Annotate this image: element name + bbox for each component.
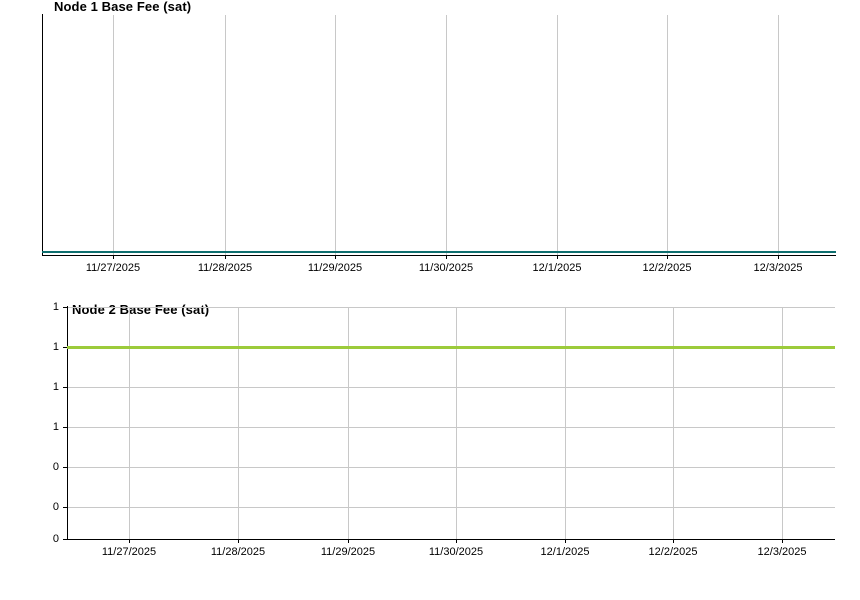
chart-1-title: Node 1 Base Fee (sat)	[54, 0, 192, 14]
chart-2-y-tick-label: 0	[52, 501, 59, 513]
chart-1-x-tick	[778, 255, 779, 259]
chart-2-x-tick	[129, 539, 130, 543]
chart-2-y-tick	[63, 539, 67, 540]
chart-1-gridline-vertical	[335, 15, 336, 255]
chart-2-y-tick-label: 0	[52, 461, 59, 473]
chart-2-gridline-vertical	[456, 307, 457, 539]
chart-2-y-tick-label: 1	[52, 421, 59, 433]
chart-1-x-tick-label: 11/27/2025	[85, 262, 141, 274]
chart-2-gridline-horizontal	[67, 467, 835, 468]
chart-2-x-tick-label: 12/1/2025	[540, 546, 590, 558]
chart-2-y-tick-label: 0	[52, 533, 59, 545]
chart-2-y-axis	[67, 306, 68, 540]
chart-1-plot-area	[42, 15, 836, 255]
chart-2-x-tick	[238, 539, 239, 543]
chart-1-x-tick-label: 11/30/2025	[418, 262, 474, 274]
chart-2-y-tick-label: 1	[52, 341, 59, 353]
chart-2-y-tick	[63, 307, 67, 308]
chart-2-gridline-vertical	[238, 307, 239, 539]
chart-1-x-tick	[446, 255, 447, 259]
chart-2-x-tick	[348, 539, 349, 543]
chart-2-x-tick-label: 11/30/2025	[428, 546, 484, 558]
chart-2-gridline-vertical	[348, 307, 349, 539]
chart-1-y-axis	[42, 14, 43, 255]
chart-2-x-tick	[673, 539, 674, 543]
chart-1-series-line-node-1	[42, 251, 836, 253]
chart-2-x-tick	[782, 539, 783, 543]
chart-2-x-tick	[456, 539, 457, 543]
chart-1-x-axis	[42, 255, 836, 256]
chart-1-gridline-vertical	[113, 15, 114, 255]
chart-2-x-tick-label: 11/27/2025	[101, 546, 157, 558]
chart-node-2-base-fee: Node 2 Base Fee (sat) 1 1 1 1 0 0 0 11	[0, 290, 860, 600]
chart-2-gridline-horizontal	[67, 307, 835, 308]
chart-node-1-base-fee: Node 1 Base Fee (sat) 11/27/2025 11/28/2…	[0, 0, 860, 290]
chart-2-title: Node 2 Base Fee (sat)	[72, 302, 210, 317]
chart-2-y-tick-label: 1	[52, 301, 59, 313]
chart-2-gridline-horizontal	[67, 387, 835, 388]
chart-2-y-tick	[63, 387, 67, 388]
chart-2-x-tick-label: 11/29/2025	[320, 546, 376, 558]
chart-2-series-line-node-2	[67, 346, 835, 349]
chart-2-x-axis	[67, 539, 835, 540]
chart-2-x-tick	[565, 539, 566, 543]
chart-1-x-tick-label: 12/3/2025	[753, 262, 803, 274]
chart-2-y-tick-label: 1	[52, 381, 59, 393]
chart-1-gridline-vertical	[446, 15, 447, 255]
chart-2-gridline-vertical	[129, 307, 130, 539]
chart-1-gridline-vertical	[778, 15, 779, 255]
chart-2-gridline-vertical	[782, 307, 783, 539]
chart-1-x-tick-label: 11/29/2025	[307, 262, 363, 274]
chart-1-x-tick-label: 12/1/2025	[532, 262, 582, 274]
chart-1-x-tick	[113, 255, 114, 259]
chart-2-gridline-horizontal	[67, 427, 835, 428]
chart-1-x-tick	[557, 255, 558, 259]
chart-1-x-tick	[335, 255, 336, 259]
chart-2-x-tick-label: 11/28/2025	[210, 546, 266, 558]
chart-2-plot-area	[67, 307, 835, 539]
chart-2-x-tick-label: 12/3/2025	[757, 546, 807, 558]
chart-1-x-tick-label: 12/2/2025	[642, 262, 692, 274]
chart-1-gridline-vertical	[225, 15, 226, 255]
chart-2-gridline-vertical	[565, 307, 566, 539]
chart-2-y-tick	[63, 347, 67, 348]
chart-2-x-tick-label: 12/2/2025	[648, 546, 698, 558]
chart-2-gridline-horizontal	[67, 507, 835, 508]
chart-1-x-tick	[225, 255, 226, 259]
chart-1-gridline-vertical	[667, 15, 668, 255]
chart-2-y-tick	[63, 427, 67, 428]
chart-1-x-tick-label: 11/28/2025	[197, 262, 253, 274]
chart-2-y-tick	[63, 507, 67, 508]
chart-2-y-tick	[63, 467, 67, 468]
chart-2-gridline-vertical	[673, 307, 674, 539]
chart-1-x-tick	[667, 255, 668, 259]
chart-1-gridline-vertical	[557, 15, 558, 255]
